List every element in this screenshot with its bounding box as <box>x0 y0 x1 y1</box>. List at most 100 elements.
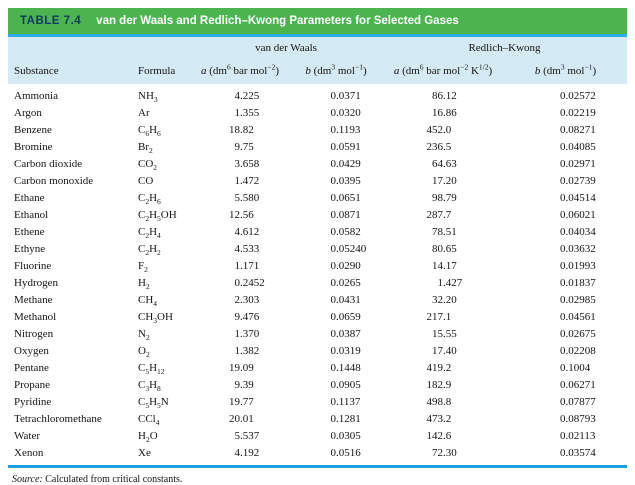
substance-cell: Tetrachloromethane <box>14 412 102 425</box>
rk-b-cell: 0.04034 <box>560 225 596 238</box>
vdw-a-cell: 1.382 <box>234 344 260 357</box>
table-row: Argon Ar 1.355 0.0320 16.86 0.02219 <box>8 104 627 121</box>
rk-a-column-header: a (dm6 bar mol−2 K1/2) <box>393 62 493 77</box>
rk-b-cell: 0.1004 <box>560 361 591 374</box>
source-label: Source: <box>12 474 43 485</box>
substance-cell: Pyridine <box>14 395 52 408</box>
formula-cell: Br2 <box>138 140 153 155</box>
group-van-der-waals: van der Waals <box>255 42 317 54</box>
rk-a-cell: 86.12 <box>432 89 457 102</box>
formula-cell: C2H4 <box>138 225 161 240</box>
vdw-a-cell: 1.472 <box>234 174 260 187</box>
rk-b-cell: 0.02985 <box>560 293 596 306</box>
table-row: Water H2O 5.537 0.0305 142.6 0.02113 <box>8 427 627 444</box>
vdw-a-cell: 1.355 <box>234 106 260 119</box>
rk-a-cell: 217.1 <box>426 310 452 323</box>
substance-cell: Propane <box>14 378 51 391</box>
vdw-a-cell: 0.2452 <box>234 276 265 289</box>
rk-b-cell: 0.04561 <box>560 310 596 323</box>
formula-cell: C5H5N <box>138 395 169 410</box>
formula-cell: O2 <box>138 344 150 359</box>
table-row: Ethene C2H4 4.612 0.0582 78.51 0.04034 <box>8 223 627 240</box>
vdw-b-cell: 0.0591 <box>330 140 361 153</box>
substance-cell: Pentane <box>14 361 49 374</box>
substance-cell: Oxygen <box>14 344 49 357</box>
table-row: Tetrachloromethane CCl4 20.01 0.1281 473… <box>8 410 627 427</box>
rk-b-cell: 0.02113 <box>560 429 596 442</box>
substance-cell: Carbon monoxide <box>14 174 94 187</box>
rk-b-column-header: b (dm3 mol−1) <box>534 62 597 77</box>
table-row: Ethyne C2H2 4.533 0.05240 80.65 0.03632 <box>8 240 627 257</box>
rk-a-cell: 78.51 <box>432 225 457 238</box>
rk-b-cell: 0.02219 <box>560 106 596 119</box>
table-row: Carbon dioxide CO2 3.658 0.0429 64.63 0.… <box>8 155 627 172</box>
formula-cell: H2 <box>138 276 150 291</box>
vdw-a-cell: 4.533 <box>234 242 260 255</box>
substance-cell: Fluorine <box>14 259 52 272</box>
vdw-b-column-header: b (dm3 mol−1) <box>305 62 367 77</box>
rk-a-cell: 80.65 <box>432 242 457 255</box>
vdw-a-cell: 9.476 <box>234 310 260 323</box>
vdw-b-cell: 0.0582 <box>330 225 361 238</box>
rk-a-cell: 142.6 <box>426 429 452 442</box>
rk-b-cell: 0.02208 <box>560 344 596 357</box>
column-headers: van der Waals Redlich–Kwong Substance Fo… <box>8 37 627 84</box>
vdw-b-cell: 0.0431 <box>330 293 361 306</box>
title-divider-rule <box>8 34 627 37</box>
rk-b-cell: 0.02675 <box>560 327 596 340</box>
vdw-b-cell: 0.1448 <box>330 361 361 374</box>
vdw-a-cell: 12.56 <box>229 208 254 221</box>
rk-a-cell: 15.55 <box>432 327 457 340</box>
substance-cell: Ammonia <box>14 89 58 102</box>
substance-cell: Carbon dioxide <box>14 157 83 170</box>
formula-cell: N2 <box>138 327 150 342</box>
table-row: Methane CH4 2.303 0.0431 32.20 0.02985 <box>8 291 627 308</box>
rk-b-cell: 0.06021 <box>560 208 596 221</box>
vdw-b-cell: 0.0651 <box>330 191 361 204</box>
vdw-a-cell: 19.09 <box>229 361 254 374</box>
formula-cell: NH3 <box>138 89 158 104</box>
group-redlich-kwong: Redlich–Kwong <box>468 42 541 54</box>
formula-cell: C2H2 <box>138 242 161 257</box>
rk-a-cell: 72.30 <box>432 446 457 459</box>
substance-cell: Hydrogen <box>14 276 58 289</box>
vdw-a-cell: 2.303 <box>234 293 260 306</box>
rk-a-cell: 1.427 <box>437 276 463 289</box>
rk-b-cell: 0.03574 <box>560 446 596 459</box>
table-row: Benzene C6H6 18.82 0.1193 452.0 0.08271 <box>8 121 627 138</box>
rk-b-cell: 0.06271 <box>560 378 596 391</box>
rk-a-cell: 64.63 <box>432 157 457 170</box>
column-label-row: Substance Formula a (dm6 bar mol−2) b (d… <box>8 57 627 77</box>
vdw-b-cell: 0.0905 <box>330 378 361 391</box>
vdw-a-cell: 18.82 <box>229 123 254 136</box>
rk-a-cell: 498.8 <box>426 395 452 408</box>
vdw-a-cell: 5.580 <box>234 191 260 204</box>
rk-b-cell: 0.08793 <box>560 412 596 425</box>
vdw-a-column-header: a (dm6 bar mol−2) <box>200 62 280 77</box>
rk-a-cell: 473.2 <box>426 412 452 425</box>
table-body: Ammonia NH3 4.225 0.0371 86.12 0.02572 A… <box>8 84 627 461</box>
table-row: Ammonia NH3 4.225 0.0371 86.12 0.02572 <box>8 87 627 104</box>
rk-a-cell: 14.17 <box>432 259 457 272</box>
vdw-b-cell: 0.0319 <box>330 344 361 357</box>
substance-cell: Argon <box>14 106 42 119</box>
vdw-b-cell: 0.0659 <box>330 310 361 323</box>
table-row: Oxygen O2 1.382 0.0319 17.40 0.02208 <box>8 342 627 359</box>
vdw-b-cell: 0.0429 <box>330 157 361 170</box>
vdw-a-cell: 19.77 <box>229 395 254 408</box>
vdw-a-cell: 5.537 <box>234 429 260 442</box>
vdw-a-cell: 3.658 <box>234 157 260 170</box>
vdw-a-cell: 1.370 <box>234 327 260 340</box>
substance-cell: Methane <box>14 293 53 306</box>
vdw-b-cell: 0.1137 <box>330 395 361 408</box>
substance-column-header: Substance <box>14 65 59 77</box>
rk-b-cell: 0.02739 <box>560 174 596 187</box>
substance-cell: Ethene <box>14 225 45 238</box>
rk-a-cell: 17.20 <box>432 174 457 187</box>
formula-cell: C6H6 <box>138 123 161 138</box>
table-row: Carbon monoxide CO 1.472 0.0395 17.20 0.… <box>8 172 627 189</box>
rk-b-cell: 0.02971 <box>560 157 596 170</box>
vdw-a-cell: 1.171 <box>234 259 260 272</box>
vdw-b-cell: 0.0387 <box>330 327 361 340</box>
rk-a-cell: 182.9 <box>426 378 452 391</box>
